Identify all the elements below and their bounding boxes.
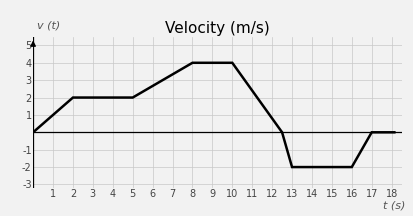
Text: t (s): t (s) xyxy=(382,200,404,210)
Text: v (t): v (t) xyxy=(37,21,60,31)
Title: Velocity (m/s): Velocity (m/s) xyxy=(164,21,269,36)
